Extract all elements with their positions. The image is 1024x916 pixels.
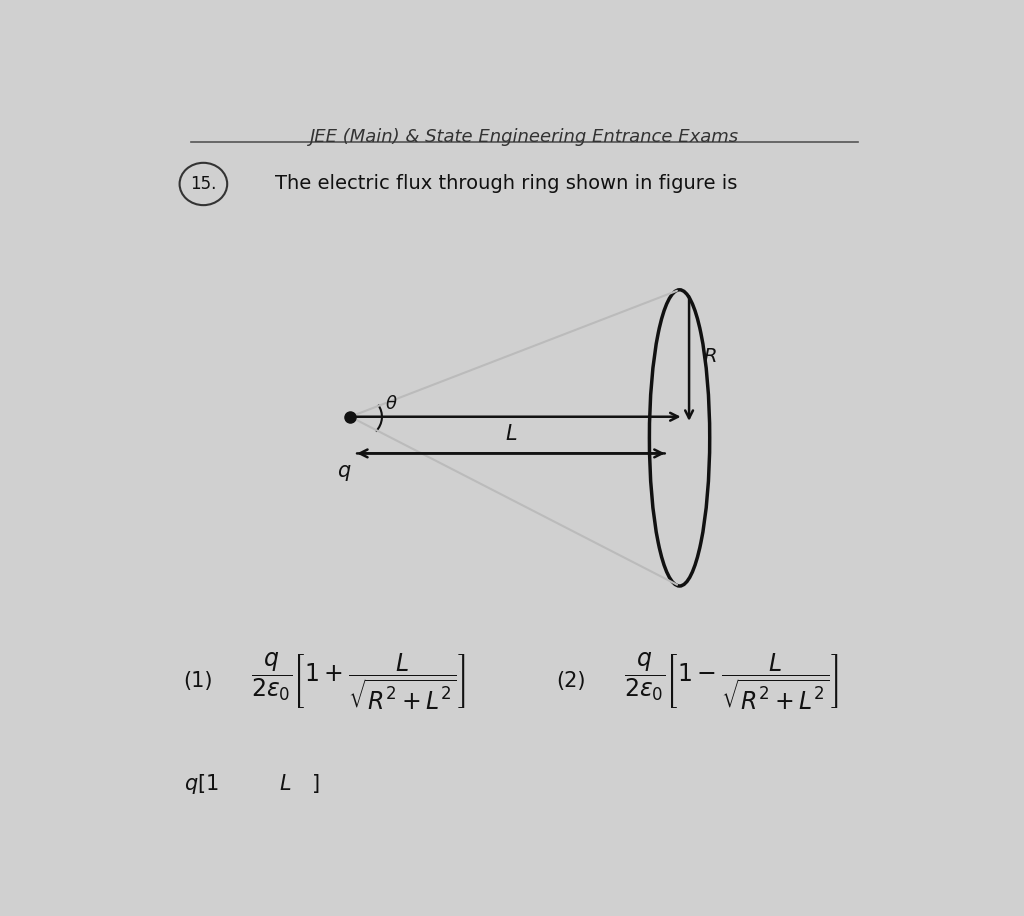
Text: (2): (2) bbox=[557, 671, 586, 692]
Text: $\dfrac{q}{2\varepsilon_0}\left[1-\dfrac{L}{\sqrt{R^2+L^2}}\right]$: $\dfrac{q}{2\varepsilon_0}\left[1-\dfrac… bbox=[624, 650, 839, 712]
Text: $\dfrac{q}{2\varepsilon_0}\left[1+\dfrac{L}{\sqrt{R^2+L^2}}\right]$: $\dfrac{q}{2\varepsilon_0}\left[1+\dfrac… bbox=[251, 650, 466, 712]
Text: JEE (Main) & State Engineering Entrance Exams: JEE (Main) & State Engineering Entrance … bbox=[310, 127, 739, 146]
Text: $q$: $q$ bbox=[337, 463, 351, 483]
Text: $R$: $R$ bbox=[703, 347, 717, 365]
Text: (1): (1) bbox=[183, 671, 213, 692]
Text: $\theta$: $\theta$ bbox=[385, 395, 397, 413]
Text: $L$: $L$ bbox=[505, 424, 517, 444]
Text: $q\left[1\quad\quad\quad L\quad\right]$: $q\left[1\quad\quad\quad L\quad\right]$ bbox=[183, 771, 319, 795]
Text: The electric flux through ring shown in figure is: The electric flux through ring shown in … bbox=[274, 174, 737, 193]
Text: 15.: 15. bbox=[190, 175, 217, 193]
